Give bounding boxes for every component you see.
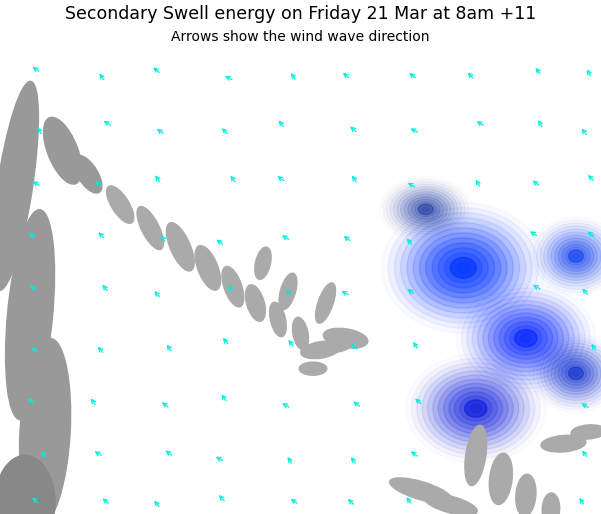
Ellipse shape: [424, 494, 477, 514]
Ellipse shape: [444, 383, 508, 434]
Text: Arrows show the wind wave direction: Arrows show the wind wave direction: [171, 30, 430, 44]
Ellipse shape: [540, 226, 601, 286]
Ellipse shape: [540, 343, 601, 403]
Ellipse shape: [520, 334, 531, 342]
Ellipse shape: [245, 285, 266, 321]
Ellipse shape: [548, 232, 601, 280]
Ellipse shape: [426, 238, 501, 298]
Ellipse shape: [454, 392, 497, 425]
Ellipse shape: [19, 338, 71, 514]
Ellipse shape: [418, 204, 433, 214]
Ellipse shape: [422, 207, 429, 212]
Ellipse shape: [510, 326, 542, 351]
Ellipse shape: [460, 396, 492, 421]
Ellipse shape: [73, 155, 102, 193]
Ellipse shape: [404, 194, 447, 225]
Ellipse shape: [316, 283, 335, 323]
Ellipse shape: [569, 250, 583, 262]
Ellipse shape: [106, 186, 134, 224]
Ellipse shape: [418, 204, 433, 214]
Ellipse shape: [571, 425, 601, 439]
Ellipse shape: [465, 400, 487, 417]
Ellipse shape: [504, 321, 548, 355]
Ellipse shape: [450, 258, 477, 279]
Ellipse shape: [457, 263, 469, 273]
Ellipse shape: [465, 425, 487, 486]
Ellipse shape: [255, 247, 271, 279]
Ellipse shape: [412, 199, 440, 219]
Ellipse shape: [551, 352, 601, 394]
Text: Secondary Swell energy on Friday 21 Mar at 8am +11: Secondary Swell energy on Friday 21 Mar …: [65, 5, 536, 23]
Ellipse shape: [389, 478, 452, 503]
Ellipse shape: [499, 317, 553, 359]
Ellipse shape: [397, 189, 454, 229]
Ellipse shape: [166, 223, 194, 271]
Ellipse shape: [0, 81, 38, 290]
Ellipse shape: [488, 309, 563, 368]
Ellipse shape: [483, 305, 569, 372]
Ellipse shape: [551, 235, 601, 277]
Ellipse shape: [562, 244, 590, 268]
Ellipse shape: [279, 273, 297, 309]
Ellipse shape: [449, 388, 502, 430]
Ellipse shape: [569, 367, 584, 380]
Ellipse shape: [516, 474, 536, 514]
Ellipse shape: [544, 346, 601, 400]
Ellipse shape: [558, 358, 594, 389]
Ellipse shape: [5, 210, 55, 420]
Ellipse shape: [438, 248, 489, 288]
Ellipse shape: [222, 266, 244, 307]
Ellipse shape: [408, 197, 444, 222]
Ellipse shape: [293, 317, 308, 350]
Ellipse shape: [394, 187, 458, 232]
Ellipse shape: [433, 375, 519, 442]
Ellipse shape: [299, 362, 327, 375]
Ellipse shape: [565, 364, 587, 382]
Ellipse shape: [569, 250, 584, 263]
Ellipse shape: [478, 301, 574, 376]
Ellipse shape: [472, 297, 579, 380]
Ellipse shape: [493, 313, 558, 363]
Ellipse shape: [401, 192, 451, 227]
Ellipse shape: [323, 328, 368, 348]
Ellipse shape: [394, 213, 532, 323]
Ellipse shape: [572, 253, 579, 259]
Ellipse shape: [569, 368, 583, 379]
Ellipse shape: [137, 207, 163, 250]
Ellipse shape: [558, 241, 594, 271]
Ellipse shape: [419, 233, 507, 303]
Ellipse shape: [541, 435, 586, 452]
Ellipse shape: [445, 253, 482, 283]
Ellipse shape: [548, 349, 601, 397]
Ellipse shape: [514, 329, 537, 347]
Ellipse shape: [451, 258, 476, 278]
Ellipse shape: [195, 246, 221, 290]
Ellipse shape: [471, 405, 481, 413]
Ellipse shape: [416, 362, 535, 454]
Ellipse shape: [438, 379, 513, 438]
Ellipse shape: [422, 366, 529, 450]
Ellipse shape: [325, 338, 352, 352]
Ellipse shape: [415, 202, 436, 217]
Ellipse shape: [544, 229, 601, 283]
Ellipse shape: [427, 371, 524, 446]
Ellipse shape: [467, 292, 585, 384]
Ellipse shape: [465, 400, 487, 417]
Ellipse shape: [489, 453, 513, 505]
Ellipse shape: [0, 455, 55, 514]
Ellipse shape: [542, 493, 560, 514]
Ellipse shape: [300, 341, 340, 359]
Ellipse shape: [407, 223, 520, 313]
Ellipse shape: [562, 361, 590, 386]
Ellipse shape: [555, 355, 597, 392]
Ellipse shape: [432, 243, 495, 293]
Ellipse shape: [270, 302, 286, 337]
Ellipse shape: [572, 371, 579, 376]
Ellipse shape: [555, 238, 597, 274]
Ellipse shape: [565, 247, 587, 265]
Ellipse shape: [515, 330, 537, 346]
Ellipse shape: [413, 228, 513, 308]
Ellipse shape: [43, 117, 82, 184]
Ellipse shape: [401, 217, 526, 318]
